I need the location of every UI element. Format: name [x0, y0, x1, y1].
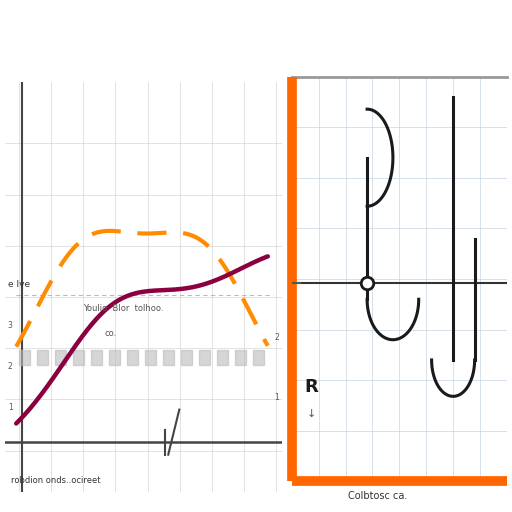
- Text: Colbtosc ca.: Colbtosc ca.: [348, 491, 408, 501]
- Text: ↓: ↓: [307, 409, 316, 419]
- Bar: [73, 350, 84, 365]
- Bar: [181, 350, 192, 365]
- Text: 2: 2: [8, 361, 13, 371]
- Bar: [127, 350, 138, 365]
- Bar: [163, 350, 174, 365]
- Bar: [109, 350, 120, 365]
- Text: ilitahtathis  xyplyhims: ilitahtathis xyplyhims: [44, 24, 427, 53]
- Text: 2: 2: [274, 333, 280, 342]
- Text: robdion onds..ocireet: robdion onds..ocireet: [11, 476, 100, 485]
- Text: R: R: [305, 378, 318, 396]
- Bar: [91, 350, 102, 365]
- Text: co.: co.: [104, 329, 117, 338]
- Bar: [199, 350, 210, 365]
- Bar: [217, 350, 228, 365]
- Bar: [37, 350, 48, 365]
- Bar: [252, 350, 264, 365]
- Text: 3: 3: [8, 321, 13, 330]
- Bar: [234, 350, 246, 365]
- Bar: [55, 350, 66, 365]
- Text: 1: 1: [8, 402, 13, 412]
- Text: e lve: e lve: [8, 280, 30, 289]
- Text: 1: 1: [274, 393, 280, 402]
- Bar: [19, 350, 30, 365]
- Bar: [145, 350, 156, 365]
- Text: Youlio  Blor  tolhoo.: Youlio Blor tolhoo.: [82, 304, 163, 313]
